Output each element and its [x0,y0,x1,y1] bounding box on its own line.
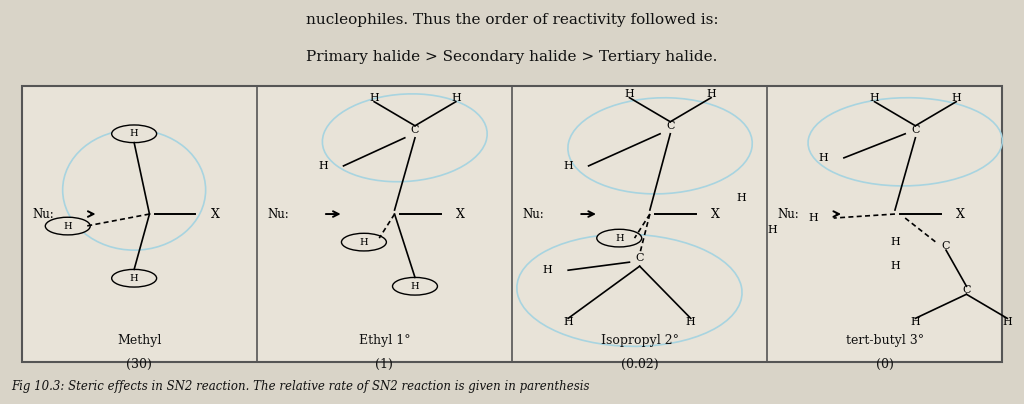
Text: Isopropyl 2°: Isopropyl 2° [601,334,679,347]
Text: X: X [956,208,965,221]
Text: Nu:: Nu: [32,208,54,221]
Text: H: H [625,88,634,99]
Text: Fig 10.3: Steric effects in SN2 reaction. The relative rate of SN2 reaction is g: Fig 10.3: Steric effects in SN2 reaction… [11,380,590,393]
Text: (1): (1) [376,358,393,371]
Text: H: H [615,234,624,243]
Text: C: C [911,125,920,135]
Text: H: H [890,237,900,247]
Text: Methyl: Methyl [117,334,162,347]
Text: Ethyl 1°: Ethyl 1° [358,334,411,347]
Circle shape [112,125,157,143]
Text: X: X [211,208,219,221]
Text: H: H [686,318,695,327]
Text: H: H [451,93,461,103]
Circle shape [341,233,386,251]
Text: C: C [636,253,644,263]
Text: C: C [963,285,971,295]
Text: H: H [370,93,379,103]
Text: X: X [711,208,720,221]
Text: H: H [737,193,746,203]
Text: Nu:: Nu: [522,208,544,221]
Text: H: H [869,93,880,103]
Text: H: H [563,318,573,327]
Text: H: H [951,93,962,103]
Text: X: X [456,208,465,221]
Text: H: H [130,129,138,138]
Text: C: C [666,121,675,131]
Text: H: H [411,282,419,291]
Text: Nu:: Nu: [267,208,289,221]
Text: H: H [1002,318,1012,327]
Text: H: H [707,88,716,99]
Text: (0.02): (0.02) [621,358,658,371]
Text: H: H [808,213,818,223]
Text: H: H [130,274,138,283]
Text: H: H [318,161,328,171]
Text: H: H [768,225,777,235]
Text: Nu:: Nu: [777,208,800,221]
Bar [22,86,1002,362]
Text: C: C [411,125,419,135]
Text: H: H [563,161,573,171]
Text: nucleophiles. Thus the order of reactivity followed is:: nucleophiles. Thus the order of reactivi… [306,13,718,27]
Text: H: H [63,221,72,231]
Text: C: C [942,241,950,251]
Circle shape [392,278,437,295]
Text: tert-butyl 3°: tert-butyl 3° [846,334,924,347]
Text: H: H [543,265,553,275]
Text: (0): (0) [876,358,894,371]
Text: Primary halide > Secondary halide > Tertiary halide.: Primary halide > Secondary halide > Tert… [306,50,718,63]
Text: H: H [818,153,828,163]
Circle shape [112,269,157,287]
Circle shape [45,217,90,235]
Text: H: H [890,261,900,271]
Text: H: H [359,238,369,246]
Circle shape [597,229,642,247]
Text: H: H [910,318,921,327]
Text: (30): (30) [126,358,153,371]
